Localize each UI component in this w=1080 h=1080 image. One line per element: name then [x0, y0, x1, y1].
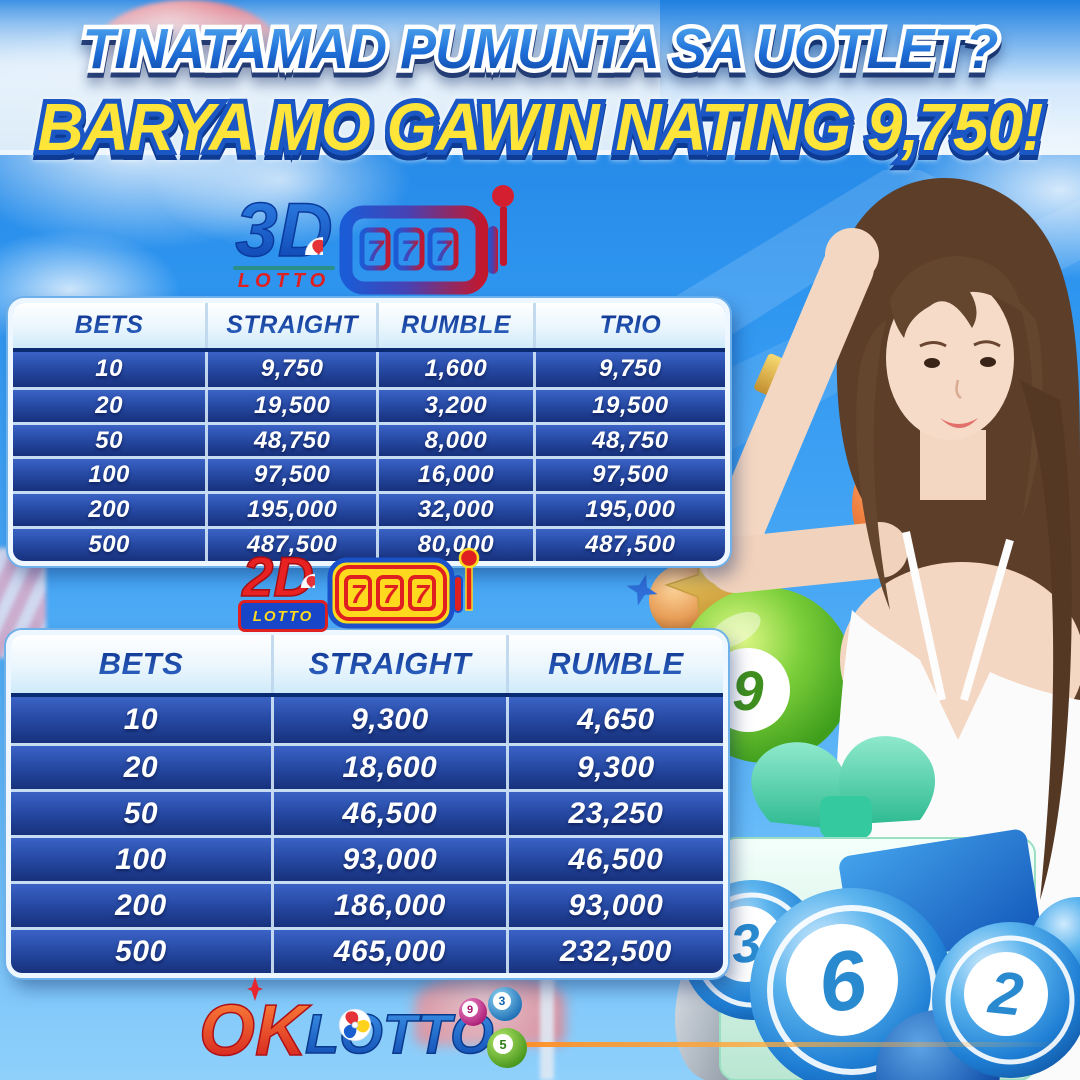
logo-2d-lotto: 2D LOTTO 7 7 7 — [228, 544, 488, 636]
orange-accent-line — [505, 1042, 1065, 1047]
table-row: 10 9,300 4,650 — [11, 697, 723, 743]
dress-strap — [960, 538, 1014, 702]
logo-3d-lotto-word: LOTTO — [237, 270, 331, 292]
column-header: RUMBLE — [376, 303, 533, 348]
table-row: 500 487,500 80,000 487,500 — [13, 526, 725, 561]
logo-2d-lotto-word: LOTTO — [252, 607, 314, 625]
table-header: BETS STRAIGHT RUMBLE — [11, 635, 723, 697]
brand-ok: OK — [199, 991, 312, 1071]
table-body: 10 9,300 4,650 20 18,600 9,300 50 46,500 23,25… — [11, 697, 723, 973]
eyebrow — [973, 340, 1001, 348]
table-row: 100 97,500 16,000 97,500 — [13, 456, 725, 492]
bangs — [890, 256, 1022, 338]
headline-line1: TINATAMAD PUMUNTA SA UOTLET? — [83, 17, 998, 81]
ball-number: 9 — [732, 659, 763, 722]
dress-strap — [902, 531, 946, 701]
logo-2d-lotto-box: LOTTO — [238, 600, 328, 632]
hand — [825, 228, 879, 282]
mini-ball-9: 9 — [459, 998, 487, 1026]
eyebrow — [919, 341, 947, 348]
pinwheel-icon — [285, 558, 315, 588]
svg-text:7: 7 — [401, 235, 419, 268]
eye — [924, 358, 940, 368]
table-row: 500 465,000 232,500 — [11, 927, 723, 973]
oklotto-logo: OK LOTTO 9 3 5 — [198, 977, 527, 1072]
headline: TINATAMAD PUMUNTA SA UOTLET? BARYA MO GA… — [33, 13, 1050, 171]
lips — [940, 418, 978, 428]
column-header: BETS — [11, 635, 271, 693]
nose — [955, 379, 962, 400]
payout-table-3d: BETS STRAIGHT RUMBLE TRIO 10 9,750 1,600 9,… — [8, 298, 730, 566]
hair-strand — [1018, 300, 1043, 520]
woman-model — [699, 178, 1080, 1080]
ribbon-knot — [820, 796, 872, 838]
pinwheel-icon — [338, 1008, 372, 1042]
column-header: RUMBLE — [505, 635, 723, 693]
logo-3d-text: 3D — [235, 188, 332, 272]
hair-front — [1020, 380, 1072, 900]
mini-ball-5: 5 — [487, 1028, 527, 1068]
column-header: TRIO — [532, 303, 725, 348]
table-row: 20 18,600 9,300 — [11, 743, 723, 789]
svg-text:7: 7 — [435, 235, 453, 268]
column-header: STRAIGHT — [270, 635, 506, 693]
table-row: 50 46,500 23,250 — [11, 789, 723, 835]
table-row: 20 19,500 3,200 19,500 — [13, 386, 725, 422]
mini-ball-3: 3 — [488, 987, 522, 1021]
eye — [980, 357, 996, 367]
svg-text:7: 7 — [415, 579, 431, 609]
column-header: STRAIGHT — [205, 303, 376, 348]
table-row: 10 9,750 1,600 9,750 — [13, 352, 725, 387]
svg-text:9: 9 — [467, 1004, 473, 1016]
table-row: 50 48,750 8,000 48,750 — [13, 421, 725, 457]
payout-table-2d: BETS STRAIGHT RUMBLE 10 9,300 4,650 20 18,6… — [6, 630, 728, 978]
storefront-backdrop — [0, 0, 660, 150]
svg-text:5: 5 — [499, 1037, 506, 1052]
ball-number: 2 — [985, 958, 1026, 1028]
neck — [920, 430, 986, 500]
table-body: 10 9,750 1,600 9,750 20 19,500 3,200 19,500 50… — [13, 352, 725, 561]
pinwheel-icon — [285, 217, 323, 255]
svg-text:3: 3 — [499, 994, 506, 1008]
slot-machine-2d-icon: 7 7 7 — [327, 547, 480, 629]
svg-text:7: 7 — [351, 579, 367, 609]
table-row: 200 195,000 32,000 195,000 — [13, 491, 725, 527]
table-header: BETS STRAIGHT RUMBLE TRIO — [13, 303, 725, 352]
forearm — [699, 242, 874, 586]
table-row: 200 186,000 93,000 — [11, 881, 723, 927]
svg-text:7: 7 — [383, 579, 399, 609]
diamond-sparkle-icon — [247, 977, 263, 1001]
blue-star-icon — [626, 574, 658, 606]
table-row: 100 93,000 46,500 — [11, 835, 723, 881]
column-header: BETS — [13, 303, 205, 348]
face — [886, 276, 1014, 440]
hair-strand — [856, 320, 890, 610]
upper-arm — [707, 522, 908, 593]
headline-line2: BARYA MO GAWIN NATING 9,750! — [38, 90, 1044, 165]
logo-3d-lotto: 3D LOTTO 7 7 7 — [220, 182, 520, 300]
logo-2d-text: 2D — [241, 545, 314, 608]
logo-underline — [233, 266, 335, 270]
svg-text:7: 7 — [367, 235, 385, 268]
lotto-ball-2: 2 — [932, 922, 1080, 1078]
slot-machine-3d-icon: 7 7 7 — [339, 185, 514, 295]
